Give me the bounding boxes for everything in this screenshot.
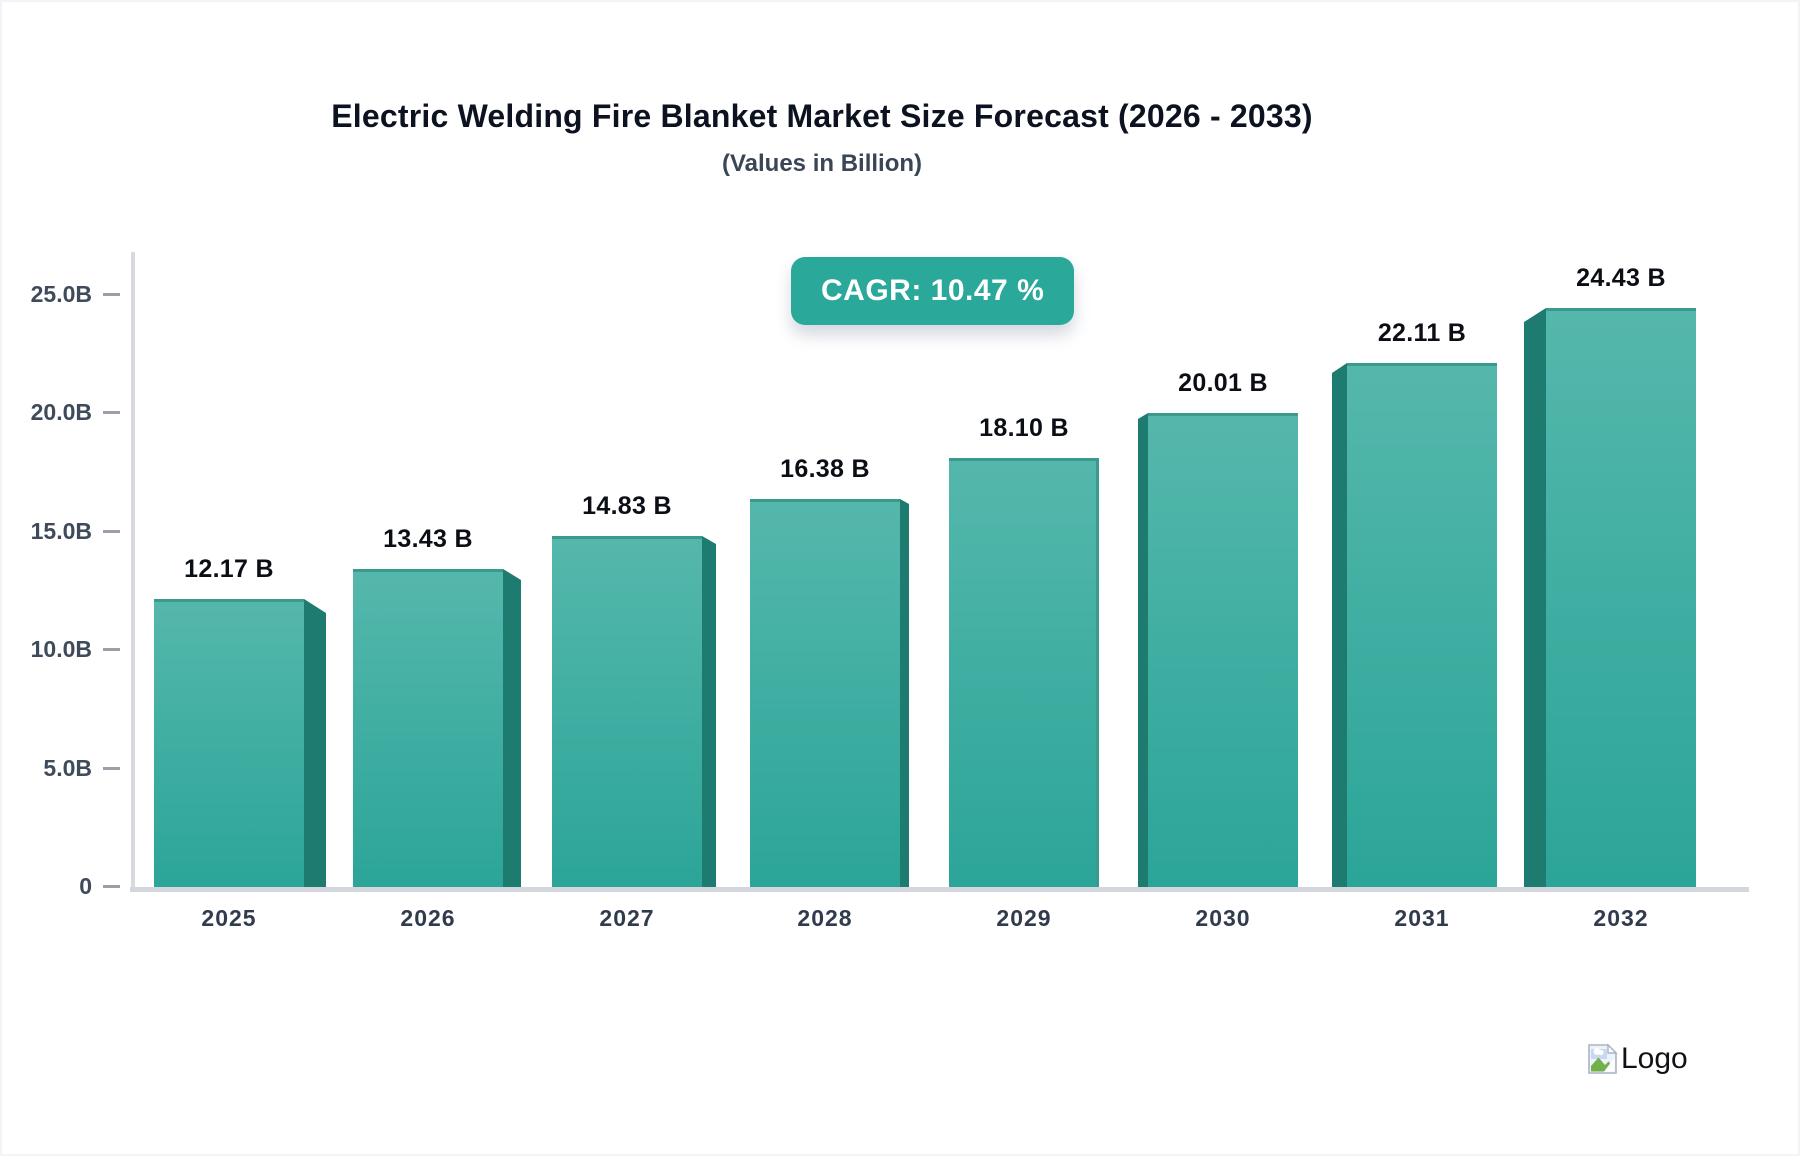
x-axis-label: 2031 [1394,905,1450,931]
y-tick-label: 25.0B [30,281,92,307]
y-tick-mark [103,529,120,533]
x-axis-label: 2026 [400,905,456,931]
bar-value-label: 12.17 B [184,555,274,583]
y-tick-label: 10.0B [30,636,92,663]
x-axis-label: 2032 [1593,905,1649,931]
logo: Logo [1585,1042,1688,1076]
bar [949,458,1099,887]
bar-value-label: 24.43 B [1576,264,1666,292]
bar-side-face [702,536,716,887]
y-tick-mark [103,885,120,888]
x-axis-label: 2028 [797,905,853,931]
cagr-badge: CAGR: 10.47 % [791,257,1075,325]
x-axis-label: 2029 [996,905,1052,931]
bar [154,599,304,887]
bar [1546,308,1696,887]
bar-value-label: 20.01 B [1178,369,1268,397]
y-tick-mark [103,411,120,415]
y-tick-mark [103,293,120,296]
x-axis-label: 2025 [201,905,257,931]
y-tick-label: 20.0B [30,399,92,426]
bar-value-label: 18.10 B [979,414,1069,442]
broken-image-icon [1588,1043,1618,1074]
y-tick-label: 5.0B [43,754,92,781]
y-tick-label: 15.0B [30,517,92,544]
y-tick-mark [103,648,120,652]
bar-side-face [900,499,909,887]
bar-value-label: 16.38 B [780,455,870,483]
bar-side-face [1524,308,1546,887]
bar [552,536,702,887]
bar-side-face [1138,413,1148,887]
y-axis-line [131,252,135,892]
bar-side-face [503,569,521,887]
logo-alt-text: Logo [1621,1042,1688,1075]
page-title: Electric Welding Fire Blanket Market Siz… [331,98,1313,134]
y-tick-mark [103,766,120,770]
bar-side-face [304,599,326,887]
bar [750,499,900,887]
bar-value-label: 22.11 B [1377,319,1467,347]
bar [353,569,503,887]
bar [1347,363,1497,887]
bar [1148,413,1298,887]
y-tick-label: 0 [79,873,92,899]
bar-side-face [1332,363,1347,887]
x-axis-label: 2027 [599,905,655,931]
bar-value-label: 13.43 B [383,525,473,553]
page-subtitle: (Values in Billion) [721,150,923,177]
x-axis-label: 2030 [1195,905,1251,931]
x-axis-line [130,887,1749,892]
bar-value-label: 14.83 B [582,492,672,520]
